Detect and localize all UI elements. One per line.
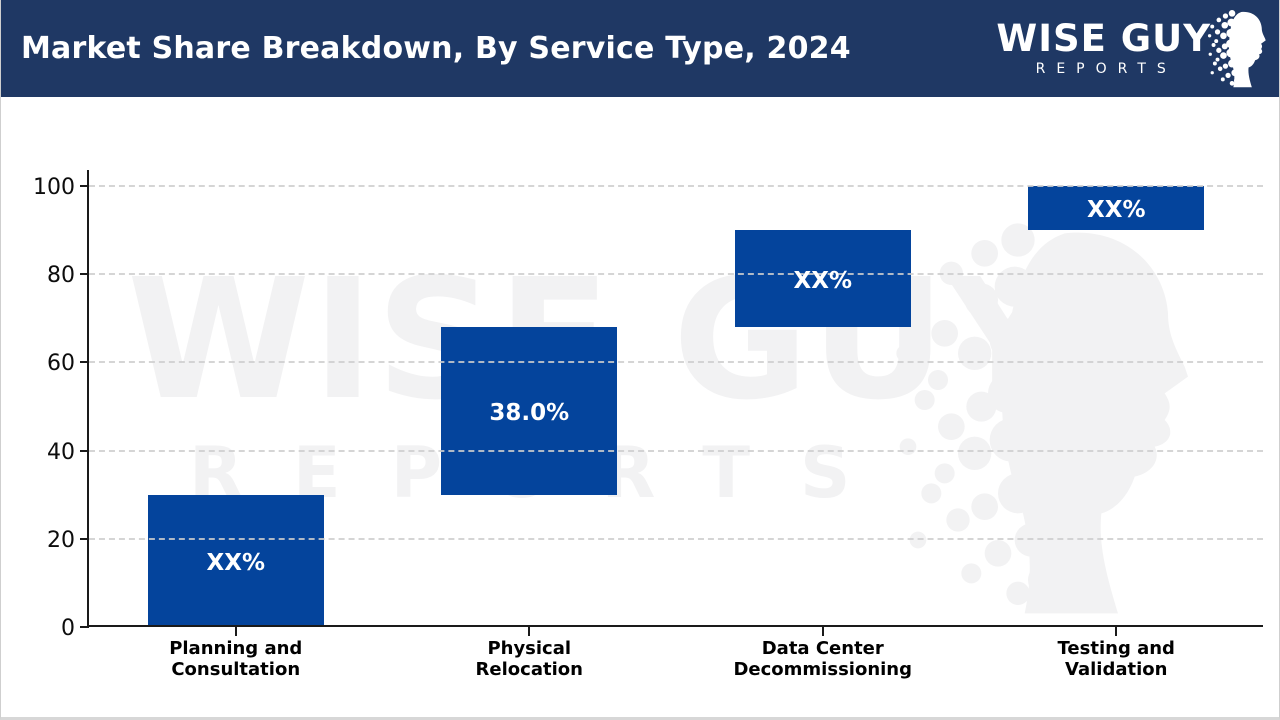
header-bar: Market Share Breakdown, By Service Type,…	[1, 0, 1279, 97]
gridline	[89, 449, 1263, 452]
y-axis-line	[87, 170, 89, 627]
bar-value-label: XX%	[206, 549, 265, 576]
x-tick-mark	[821, 627, 824, 636]
x-tick-mark	[1115, 627, 1118, 636]
y-tick-label: 40	[47, 439, 75, 465]
bar	[441, 327, 618, 495]
x-tick-mark	[234, 627, 237, 636]
dotted-face-logo-icon	[1207, 9, 1266, 87]
y-tick-mark	[80, 273, 89, 276]
y-tick-mark	[80, 537, 89, 540]
bar-value-label: 38.0%	[489, 399, 570, 426]
brand-name: WISE GUY	[996, 17, 1211, 60]
x-axis-line	[87, 625, 1263, 627]
y-tick-mark	[80, 361, 89, 364]
category-label: Data Center Decommissioning	[733, 638, 912, 680]
x-tick-mark	[528, 627, 531, 636]
gridline	[89, 185, 1263, 187]
brand-logo: WISE GUY REPORTS	[996, 7, 1269, 91]
y-tick-label: 20	[47, 527, 75, 553]
bar	[1028, 186, 1205, 231]
brand-subname: REPORTS	[1035, 61, 1177, 77]
gridline	[89, 361, 1263, 364]
bar-value-label: XX%	[1086, 197, 1146, 224]
category-label: Physical Relocation	[475, 638, 583, 680]
bar-value-label: XX%	[793, 267, 852, 294]
chart-title: Market Share Breakdown, By Service Type,…	[21, 31, 851, 66]
bar	[734, 230, 911, 328]
y-tick-label: 100	[33, 175, 75, 200]
category-label: Testing and Validation	[1057, 638, 1175, 680]
bar	[147, 494, 324, 627]
gridline	[89, 537, 1263, 540]
y-tick-label: 60	[47, 351, 75, 377]
y-tick-label: 0	[61, 616, 75, 641]
gridline	[89, 273, 1263, 276]
y-tick-mark	[80, 185, 89, 187]
brand-logo-text: WISE GUY REPORTS	[996, 20, 1211, 77]
y-tick-mark	[80, 449, 89, 452]
category-label: Planning and Consultation	[169, 638, 303, 680]
y-tick-label: 80	[47, 263, 75, 289]
plot-area: 0 20 40 60 80 100 XX% Planning and Consultation…	[33, 170, 1263, 680]
y-tick-mark	[80, 626, 89, 628]
